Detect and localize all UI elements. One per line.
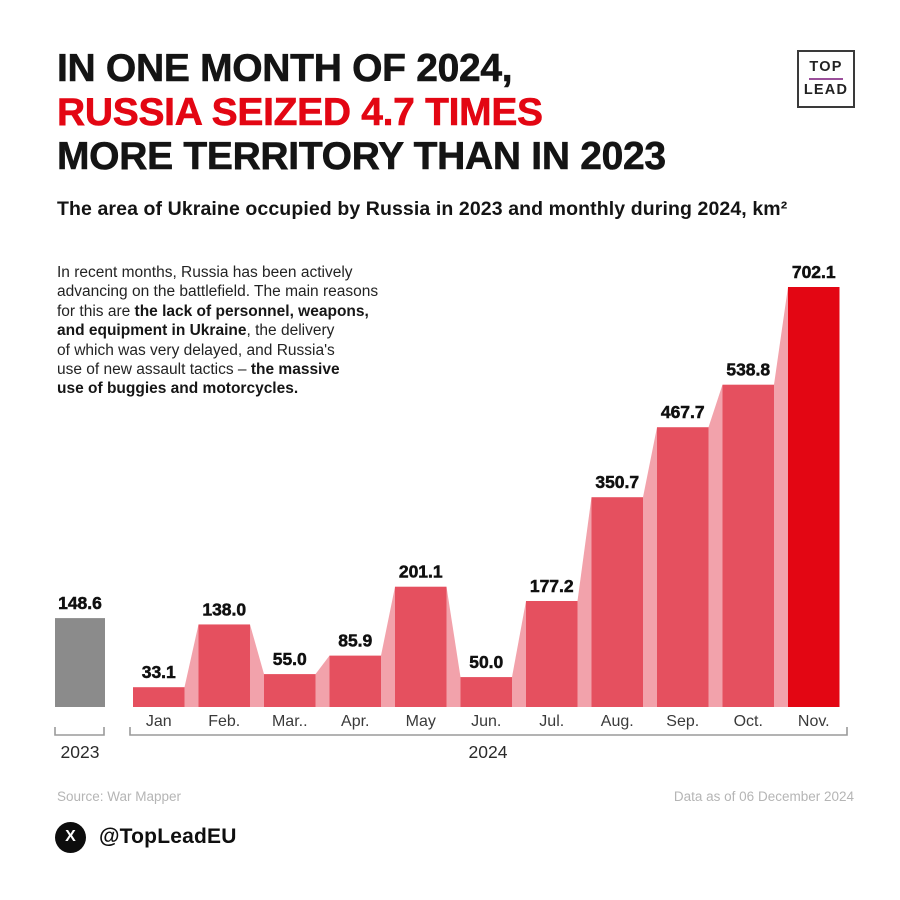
bar-value-label: 177.2 <box>530 576 574 596</box>
social-handle-row: X @TopLeadEU <box>55 821 237 853</box>
bar-connector <box>577 497 592 707</box>
month-label: Apr. <box>341 713 369 730</box>
intro-text-segment: advancing on the battlefield. The main r… <box>57 283 379 301</box>
bar-nov <box>788 287 840 707</box>
source-note: Source: War Mapper <box>57 789 182 804</box>
bar-connector <box>184 624 199 707</box>
bar-value-label: 702.1 <box>792 262 836 282</box>
month-label: Sep. <box>666 713 699 730</box>
month-label: Jun. <box>471 713 501 730</box>
bar-connector <box>774 287 788 707</box>
chart-svg: 148.6 33.1 Jan 138.0 Feb. 55.0 Mar.. 85.9 Apr. 20… <box>54 262 848 762</box>
logo-divider-line <box>809 78 843 80</box>
month-label: Jul. <box>539 713 564 730</box>
intro-text-segment: the lack of personnel, weapons, <box>134 302 369 320</box>
bar-apr <box>329 655 381 707</box>
bar-aug <box>591 497 643 707</box>
bar-jun <box>460 677 512 707</box>
bar-may <box>395 586 447 707</box>
intro-text-segment: the massive <box>250 361 340 379</box>
page-title: IN ONE MONTH OF 2024, RUSSIA SEIZED 4.7 … <box>57 47 817 179</box>
data-as-of-note: Data as of 06 December 2024 <box>673 789 854 804</box>
bar-value-label: 55.0 <box>273 649 307 669</box>
bar-mar <box>264 674 316 707</box>
bar-sep <box>657 427 709 707</box>
bar-value-label-2023: 148.6 <box>58 593 102 613</box>
month-label: May <box>406 713 436 730</box>
chart-subtitle: The area of Ukraine occupied by Russia i… <box>57 198 788 220</box>
title-line-2-highlight: RUSSIA SEIZED 4.7 TIMES <box>57 91 544 135</box>
month-label: Mar.. <box>272 713 308 730</box>
social-handle: @TopLeadEU <box>99 825 237 848</box>
bracket-2023 <box>54 727 105 736</box>
bar-value-label: 350.7 <box>595 472 639 492</box>
intro-text-segment: for this are <box>57 302 135 320</box>
logo-bottom-word: LEAD <box>803 82 849 98</box>
bar-connector <box>250 624 264 707</box>
bar-connector <box>381 586 395 707</box>
month-label: Aug. <box>601 713 634 730</box>
bar-2023 <box>55 618 105 707</box>
bar-connector <box>708 384 723 707</box>
x-logo-icon: X <box>55 821 86 853</box>
bar-connector <box>446 586 461 707</box>
bar-value-label: 50.0 <box>469 652 503 672</box>
bar-connector <box>643 427 657 707</box>
bracket-2024 <box>129 727 848 736</box>
intro-paragraph: In recent months, Russia has been active… <box>57 263 447 399</box>
bar-connector <box>512 600 526 707</box>
year-label-2023: 2023 <box>61 742 100 762</box>
bar-value-label: 201.1 <box>399 562 443 582</box>
bar-value-label: 33.1 <box>142 662 176 682</box>
toplead-logo: TOP LEAD <box>797 50 855 108</box>
bar-feb <box>198 624 250 707</box>
intro-text-segment: , the delivery <box>246 322 335 340</box>
bar-value-label: 538.8 <box>726 360 770 380</box>
x-glyph: X <box>65 828 76 845</box>
month-label: Feb. <box>208 713 240 730</box>
title-line-1: IN ONE MONTH OF 2024, <box>57 47 513 91</box>
intro-text-segment: of which was very delayed, and Russia's <box>57 341 335 359</box>
year-label-2024: 2024 <box>469 742 508 762</box>
title-line-3: MORE TERRITORY THAN IN 2023 <box>57 135 667 179</box>
bar-jan <box>133 687 185 707</box>
bar-value-label: 85.9 <box>338 631 372 651</box>
intro-text-segment: use of buggies and motorcycles. <box>57 380 299 398</box>
bar-connector <box>315 655 330 707</box>
bar-value-label: 138.0 <box>202 599 246 619</box>
month-label: Jan <box>146 713 172 730</box>
bar-jul <box>526 600 578 707</box>
intro-text-segment: and equipment in Ukraine <box>57 322 247 340</box>
bar-oct <box>722 384 774 707</box>
month-label: Oct. <box>734 713 763 730</box>
month-label: Nov. <box>798 713 830 730</box>
intro-text-segment: In recent months, Russia has been active… <box>57 264 353 281</box>
bar-value-label: 467.7 <box>661 402 705 422</box>
intro-text-segment: use of new assault tactics – <box>57 361 251 379</box>
logo-top-word: TOP <box>809 59 843 75</box>
occupied-area-chart: 148.6 33.1 Jan 138.0 Feb. 55.0 Mar.. 85.9 Apr. 20… <box>0 255 900 775</box>
